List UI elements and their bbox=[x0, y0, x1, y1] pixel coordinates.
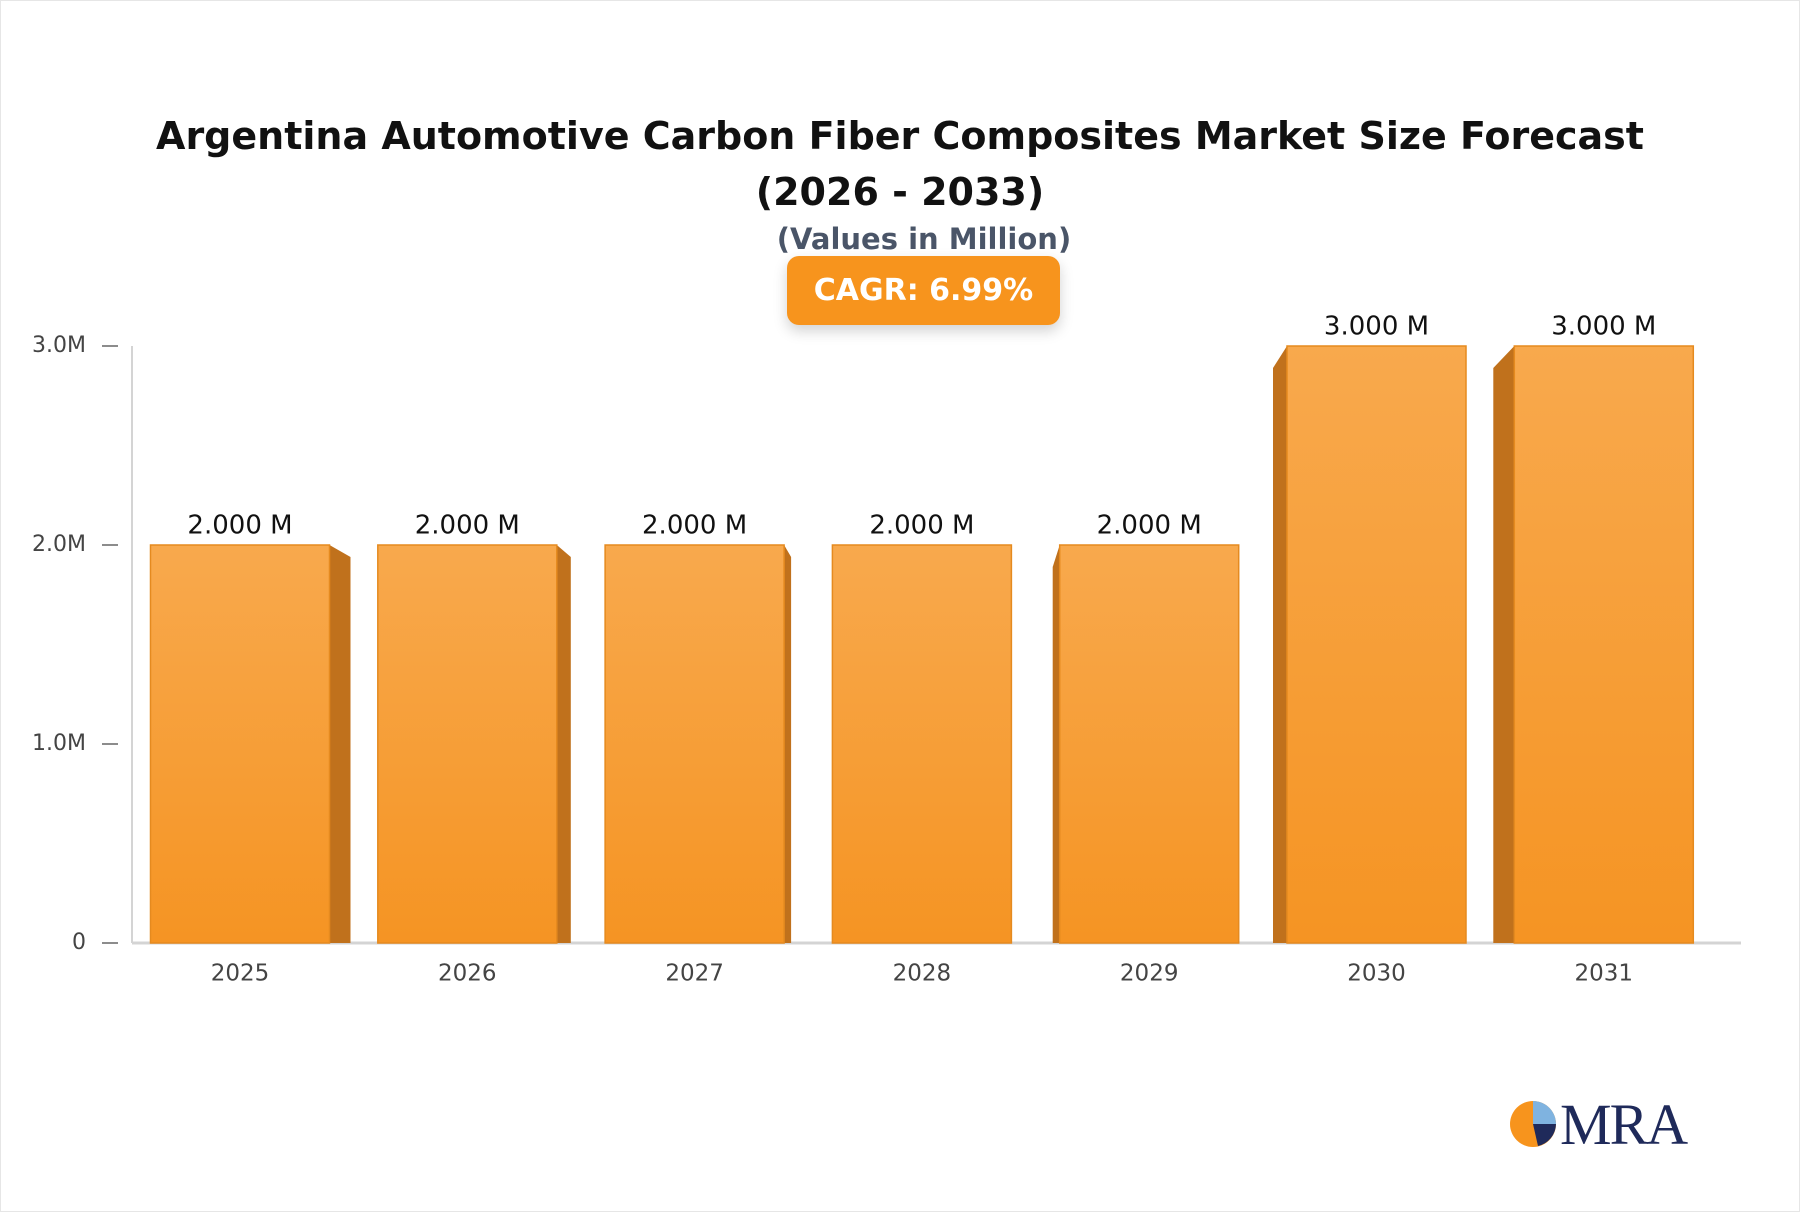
bar bbox=[604, 544, 785, 944]
y-tick-label: 1.0M bbox=[32, 731, 86, 756]
bar-side bbox=[784, 545, 792, 943]
bar-side bbox=[556, 545, 571, 943]
logo: MRA bbox=[1508, 1092, 1688, 1157]
cagr-badge: CAGR: 6.99% bbox=[787, 256, 1060, 325]
bar bbox=[149, 544, 331, 944]
x-tick-label: 2030 bbox=[1347, 961, 1406, 987]
bar bbox=[1058, 544, 1240, 944]
x-tick-label: 2029 bbox=[1120, 961, 1179, 987]
y-tick-label: 0 bbox=[72, 930, 86, 955]
x-tick-label: 2025 bbox=[211, 961, 270, 987]
value-label: 2.000 M bbox=[187, 511, 292, 541]
value-label: 3.000 M bbox=[1324, 312, 1429, 342]
bar bbox=[1286, 345, 1467, 944]
x-tick-label: 2027 bbox=[665, 961, 724, 987]
value-label: 2.000 M bbox=[1097, 511, 1202, 541]
value-label: 2.000 M bbox=[869, 511, 974, 541]
y-tick-label: 2.0M bbox=[32, 532, 86, 557]
logo-text: MRA bbox=[1560, 1091, 1688, 1157]
bar-side bbox=[1273, 346, 1287, 943]
value-label: 2.000 M bbox=[642, 511, 747, 541]
x-tick-label: 2028 bbox=[893, 961, 952, 987]
bar-side bbox=[329, 545, 351, 943]
x-tick-label: 2026 bbox=[438, 961, 497, 987]
bar-side bbox=[1493, 346, 1515, 943]
bar-side bbox=[1052, 545, 1060, 943]
bar bbox=[831, 544, 1013, 944]
x-tick-label: 2031 bbox=[1575, 961, 1634, 987]
value-label: 2.000 M bbox=[415, 511, 520, 541]
chart-title: Argentina Automotive Carbon Fiber Compos… bbox=[156, 114, 1644, 214]
value-label: 3.000 M bbox=[1551, 312, 1656, 342]
chart-subtitle: (Values in Million) bbox=[776, 222, 1072, 256]
bar bbox=[1513, 345, 1695, 944]
logo-icon bbox=[1510, 1101, 1556, 1147]
y-tick-label: 3.0M bbox=[32, 333, 86, 358]
bar bbox=[377, 544, 558, 944]
